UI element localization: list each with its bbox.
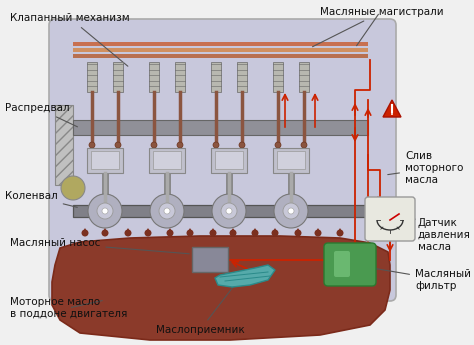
Circle shape (272, 229, 279, 237)
Polygon shape (102, 228, 108, 233)
Polygon shape (252, 228, 258, 233)
Circle shape (212, 194, 246, 228)
Circle shape (252, 229, 258, 237)
Bar (299, 62, 309, 92)
Circle shape (213, 142, 219, 148)
Text: Маслоприемник: Маслоприемник (155, 280, 245, 335)
Circle shape (301, 142, 307, 148)
Circle shape (82, 229, 89, 237)
Bar (87, 148, 123, 173)
Polygon shape (295, 228, 301, 233)
Circle shape (275, 142, 281, 148)
Bar (277, 151, 305, 169)
Bar (192, 247, 228, 272)
FancyBboxPatch shape (365, 197, 415, 241)
Circle shape (391, 113, 393, 115)
Circle shape (166, 229, 173, 237)
Circle shape (274, 194, 308, 228)
Polygon shape (272, 228, 278, 233)
Bar (273, 62, 283, 92)
Polygon shape (145, 228, 151, 233)
Polygon shape (125, 228, 131, 233)
Text: Масляные магистрали: Масляные магистрали (312, 7, 444, 47)
Bar (211, 62, 221, 92)
Bar (113, 62, 123, 92)
Bar (211, 148, 247, 173)
Bar (73, 48, 368, 52)
Bar (73, 120, 368, 135)
Text: Коленвал: Коленвал (5, 191, 77, 207)
Circle shape (288, 208, 294, 214)
FancyBboxPatch shape (49, 19, 396, 301)
Polygon shape (210, 228, 216, 233)
Circle shape (177, 142, 183, 148)
Bar (73, 54, 368, 58)
Bar (149, 62, 159, 92)
Polygon shape (315, 228, 321, 233)
Bar (55, 105, 73, 185)
Text: Моторное масло
в поддоне двигателя: Моторное масло в поддоне двигателя (10, 297, 128, 319)
Text: Слив
моторного
масла: Слив моторного масла (388, 151, 464, 185)
Circle shape (151, 142, 157, 148)
Bar (149, 148, 185, 173)
Circle shape (125, 229, 131, 237)
Circle shape (101, 229, 109, 237)
Polygon shape (383, 100, 401, 117)
Text: Распредвал: Распредвал (5, 103, 77, 127)
Bar (273, 148, 309, 173)
Circle shape (294, 229, 301, 237)
Polygon shape (167, 228, 173, 233)
Bar (237, 62, 247, 92)
Circle shape (61, 176, 85, 200)
Circle shape (210, 229, 217, 237)
Circle shape (159, 203, 175, 219)
FancyBboxPatch shape (324, 243, 376, 286)
Circle shape (164, 208, 170, 214)
Circle shape (229, 229, 237, 237)
Circle shape (145, 229, 152, 237)
Circle shape (186, 229, 193, 237)
Bar (175, 62, 185, 92)
Circle shape (283, 203, 299, 219)
Circle shape (88, 194, 122, 228)
Circle shape (221, 203, 237, 219)
Circle shape (226, 208, 232, 214)
Bar (91, 151, 119, 169)
Polygon shape (52, 236, 390, 340)
Polygon shape (215, 265, 275, 287)
Circle shape (102, 208, 108, 214)
Circle shape (97, 203, 113, 219)
FancyBboxPatch shape (334, 251, 350, 277)
Bar (215, 151, 243, 169)
Polygon shape (187, 228, 193, 233)
Circle shape (115, 142, 121, 148)
Text: Масляный насос: Масляный насос (10, 238, 189, 254)
Circle shape (315, 229, 321, 237)
Circle shape (150, 194, 184, 228)
Circle shape (239, 142, 245, 148)
Polygon shape (337, 228, 343, 233)
Circle shape (337, 229, 344, 237)
Polygon shape (82, 228, 88, 233)
Bar (73, 42, 368, 46)
Circle shape (89, 142, 95, 148)
Bar (153, 151, 181, 169)
Bar (87, 62, 97, 92)
Text: Масляный
фильтр: Масляный фильтр (375, 268, 471, 291)
Polygon shape (230, 228, 236, 233)
Text: Датчик
давления
масла: Датчик давления масла (413, 218, 471, 252)
Text: Клапанный механизм: Клапанный механизм (10, 13, 129, 66)
Bar (73, 205, 368, 217)
